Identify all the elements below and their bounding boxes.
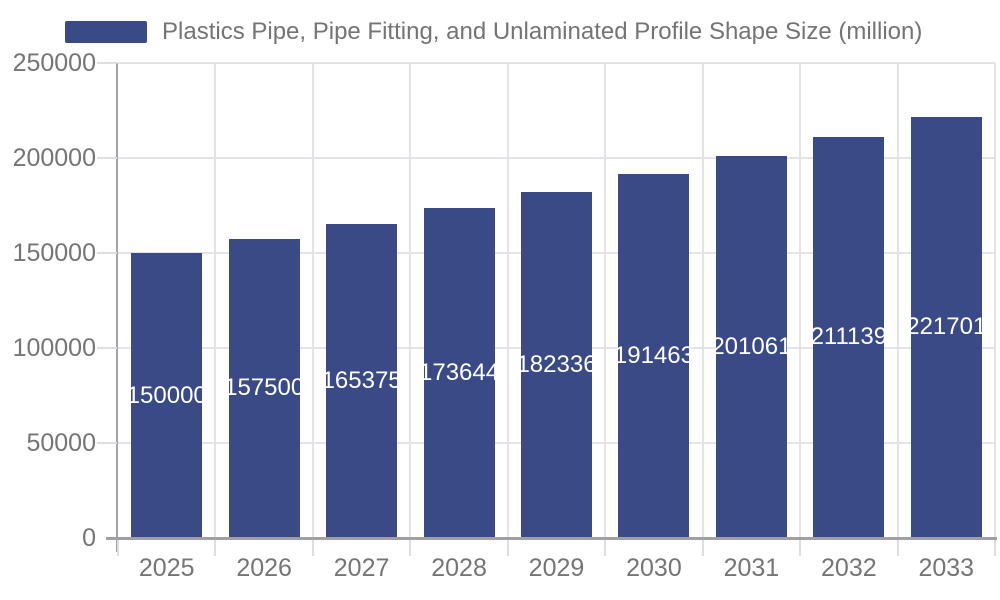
x-axis-tick: [604, 540, 607, 556]
x-tick-label: 2025: [138, 554, 195, 582]
bar-value-label: 221701: [906, 313, 987, 341]
bar-value-label: 182336: [516, 350, 597, 378]
bar[interactable]: 173644: [419, 208, 499, 538]
y-tick-label: 100000: [12, 334, 96, 362]
bar[interactable]: 191463: [614, 174, 694, 538]
bar[interactable]: 150000: [127, 253, 207, 538]
bar-value-label: 150000: [126, 381, 207, 409]
bar[interactable]: 201061: [711, 155, 791, 538]
y-axis-tick: [97, 442, 117, 444]
x-axis-tick: [896, 540, 899, 556]
y-tick-label: 150000: [12, 239, 96, 267]
y-axis-tick: [97, 157, 117, 159]
bar[interactable]: 165375: [322, 223, 402, 538]
y-axis-tick: [97, 62, 117, 64]
bar-value-label: 173644: [419, 359, 500, 387]
x-axis-tick: [409, 540, 412, 556]
x-tick-label: 2028: [431, 554, 487, 582]
gridline-vertical: [896, 63, 899, 538]
bar-value-label: 211139: [810, 323, 888, 351]
gridline-vertical: [799, 63, 802, 538]
bar[interactable]: 157500: [224, 238, 304, 538]
x-axis-tick: [117, 540, 119, 556]
gridline-vertical: [409, 63, 412, 538]
bar[interactable]: 211139: [811, 136, 887, 538]
legend-label: Plastics Pipe, Pipe Fitting, and Unlamin…: [162, 18, 923, 45]
legend[interactable]: Plastics Pipe, Pipe Fitting, and Unlamin…: [65, 18, 922, 46]
x-tick-label: 2033: [918, 554, 975, 582]
x-tick-label: 2027: [333, 554, 390, 582]
bar-value-label: 157500: [224, 374, 305, 402]
x-tick-label: 2029: [528, 554, 585, 582]
x-axis-tick: [994, 540, 996, 556]
bar-value-label: 165375: [321, 366, 402, 394]
x-tick-label: 2030: [626, 554, 682, 582]
x-axis-tick: [799, 540, 802, 556]
y-axis-line: [116, 63, 118, 552]
gridline-vertical: [311, 63, 314, 538]
y-axis-tick: [97, 347, 117, 349]
bar[interactable]: 182336: [516, 191, 597, 538]
y-tick-label: 200000: [12, 144, 96, 172]
plot-area: 150000 157500 165375 173644 182336 191463 2010…: [118, 62, 996, 538]
gridline-horizontal: [118, 62, 995, 64]
gridline-vertical: [994, 63, 996, 538]
y-tick-label: 0: [82, 524, 96, 552]
y-tick-label: 50000: [26, 429, 96, 457]
gridline-vertical: [604, 63, 607, 538]
legend-swatch-icon: [65, 21, 147, 43]
gridline-vertical: [506, 63, 509, 538]
gridline-vertical: [701, 63, 704, 538]
y-axis-tick: [97, 252, 117, 254]
x-axis-tick: [701, 540, 704, 556]
bar[interactable]: 221701: [906, 116, 986, 538]
x-tick-label: 2031: [723, 554, 780, 582]
y-tick-label: 250000: [12, 49, 96, 77]
gridline-vertical: [214, 63, 217, 538]
x-axis-tick: [214, 540, 217, 556]
bar-value-label: 191463: [613, 342, 694, 370]
x-axis-tick: [506, 540, 509, 556]
x-axis-line: [106, 537, 997, 540]
x-tick-label: 2032: [821, 554, 877, 582]
bar-value-label: 201061: [711, 332, 792, 360]
x-tick-label: 2026: [236, 554, 292, 582]
x-axis-tick: [311, 540, 314, 556]
gridline-horizontal: [118, 157, 995, 159]
